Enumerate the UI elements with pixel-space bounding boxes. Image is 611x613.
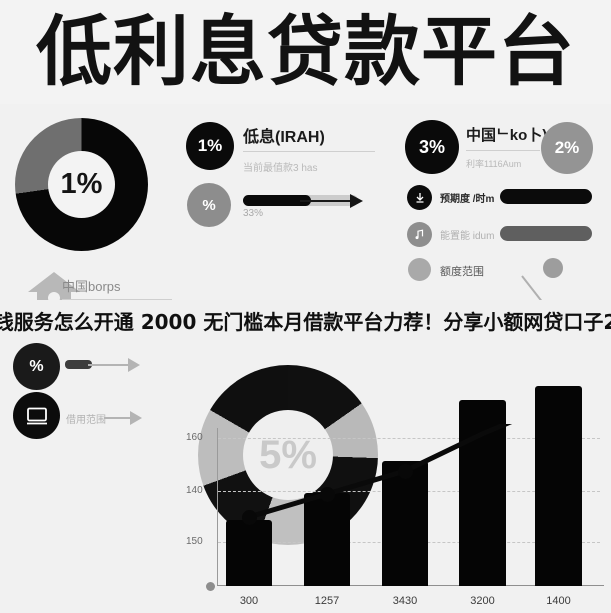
x-axis-tick: 3200 <box>470 595 495 607</box>
y-axis-tick: 140 <box>186 485 203 496</box>
x-axis-tick: 300 <box>239 595 259 607</box>
y-axis-tick: 150 <box>186 536 203 547</box>
overlay-banner-text: 钱服务怎么开通 2000 无门槛本月借款平台力荐！分享小额网贷口子2 <box>0 309 611 334</box>
line-point <box>242 510 257 525</box>
left-row-1-arrow-line <box>88 364 130 366</box>
x-axis-tick: 1257 <box>314 595 340 607</box>
download-icon <box>407 185 432 210</box>
kpi-right-subtitle: 利率1116Aum <box>466 159 522 169</box>
kpi-right-row-3-label: 额度范围 <box>440 266 484 278</box>
y-axis-tick: 160 <box>186 432 203 443</box>
kpi-left-progress-badge: % <box>187 183 231 227</box>
kpi-left-arrow-line <box>300 200 352 202</box>
music-icon <box>407 222 432 247</box>
donut-top-left-value: 1% <box>60 168 103 200</box>
left-row-2-label: 借用范围 <box>66 415 106 426</box>
kpi-left-badge: 1% <box>186 122 234 170</box>
x-axis-tick: 3430 <box>392 595 418 607</box>
kpi-left-progress-badge-label: % <box>202 196 216 214</box>
bar <box>535 386 582 586</box>
dot-icon <box>408 258 431 281</box>
line-point <box>320 487 335 502</box>
donut-top-left-hole: 1% <box>48 151 115 218</box>
overlay-banner: 钱服务怎么开通 2000 无门槛本月借款平台力荐！分享小额网贷口子2 <box>0 300 611 340</box>
bar <box>382 461 428 586</box>
left-row-2-arrow-line <box>104 417 132 419</box>
kpi-right-row-1-bar <box>500 189 592 204</box>
bar <box>226 520 272 586</box>
left-row-1-arrow-head <box>128 358 140 372</box>
bar <box>304 493 350 586</box>
kpi-left-rule <box>243 151 375 152</box>
kpi-left-progress-fill <box>243 195 311 206</box>
y-axis-line <box>217 428 218 586</box>
donut-chart-top-left: 1% <box>15 118 148 251</box>
line-point <box>398 464 413 479</box>
lollipop-marker-icon <box>543 258 563 278</box>
page-title-band: 低利息贷款平台 <box>0 0 611 104</box>
kpi-left-title: 低息(IRAH) <box>243 129 325 146</box>
kpi-right-title: 中国ᄂko卜) <box>466 127 548 144</box>
left-brand-label: 中国borps <box>62 279 121 294</box>
left-row-1-bar <box>65 360 92 369</box>
kpi-left-progress-label: 33% <box>243 208 264 219</box>
kpi-right-badge-gray-label: 2% <box>554 138 580 157</box>
kpi-right-badge-dark: 3% <box>405 120 459 174</box>
left-percent-badge: % <box>13 343 60 390</box>
axis-origin-dot <box>206 582 215 591</box>
kpi-left-badge-label: 1% <box>197 136 223 155</box>
kpi-right-row-1-label: 预期度 /时m <box>440 194 495 205</box>
kpi-right-row-2-label: 能置能 idum <box>440 231 495 242</box>
page-title: 低利息贷款平台 <box>36 7 575 96</box>
left-row-2-arrow-head <box>130 411 142 425</box>
kpi-right-badge-gray: 2% <box>541 122 593 174</box>
kpi-right-badge-dark-label: 3% <box>418 136 445 157</box>
kpi-right-rule <box>466 150 540 151</box>
left-percent-badge-label: % <box>29 357 44 375</box>
bar <box>459 400 506 586</box>
left-brand-rule <box>62 299 172 300</box>
kpi-left-subtitle: 当前最值款3 has <box>243 163 318 174</box>
kpi-right-row-2-bar <box>500 226 592 241</box>
lollipop-stem <box>521 275 543 302</box>
bar-line-chart: 160 140 150 300 1257 3430 3200 1400 <box>186 386 604 610</box>
kpi-left-arrow-head <box>350 194 363 208</box>
x-axis-tick: 1400 <box>546 595 571 607</box>
monitor-icon <box>13 392 60 439</box>
